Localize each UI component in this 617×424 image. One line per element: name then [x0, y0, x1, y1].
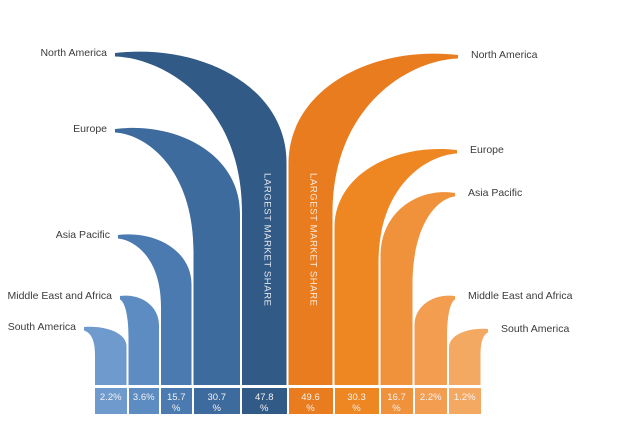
flow-right-asia-pacific	[380, 192, 455, 385]
region-label-left-europe: Europe	[73, 123, 107, 135]
largest-market-share-label-right: LARGEST MARKET SHARE	[307, 173, 319, 307]
region-label-right-europe: Europe	[470, 144, 504, 156]
region-label-right-middle-east-and-africa: Middle East and Africa	[468, 290, 573, 302]
region-label-left-north-america: North America	[40, 47, 107, 59]
value-cell-left-europe: 30.7 %	[193, 388, 240, 414]
value-cell-left-north-america: 47.8 %	[242, 388, 287, 414]
flow-right-europe	[334, 148, 457, 385]
region-label-right-north-america: North America	[471, 49, 538, 61]
value-cell-left-asia-pacific: 15.7 %	[161, 388, 192, 414]
flow-left-south-america	[84, 326, 127, 385]
value-cell-left-south-america: 2.2%	[95, 388, 127, 414]
value-cell-right-europe: 30.3 %	[334, 388, 379, 414]
region-label-left-middle-east-and-africa: Middle East and Africa	[7, 290, 112, 302]
value-cell-right-middle-east-and-africa: 2.2%	[414, 388, 447, 414]
value-cell-right-south-america: 1.2%	[449, 388, 481, 414]
value-cell-right-north-america: 49.6 %	[288, 388, 333, 414]
value-cell-left-middle-east-and-africa: 3.6%	[128, 388, 159, 414]
region-label-left-asia-pacific: Asia Pacific	[55, 229, 110, 241]
flow-right-north-america	[288, 53, 458, 385]
region-label-right-asia-pacific: Asia Pacific	[468, 187, 523, 199]
value-cell-right-asia-pacific: 16.7 %	[380, 388, 413, 414]
flow-left-asia-pacific	[118, 234, 192, 385]
flow-left-middle-east-and-africa	[120, 295, 159, 385]
flow-left-europe	[115, 127, 240, 386]
largest-market-share-label-left: LARGEST MARKET SHARE	[261, 173, 273, 307]
region-label-right-south-america: South America	[501, 323, 570, 335]
flow-right-south-america	[449, 328, 488, 385]
region-label-left-south-america: South America	[7, 321, 76, 333]
flow-right-middle-east-and-africa	[414, 295, 455, 385]
flow-left-north-america	[115, 51, 287, 385]
